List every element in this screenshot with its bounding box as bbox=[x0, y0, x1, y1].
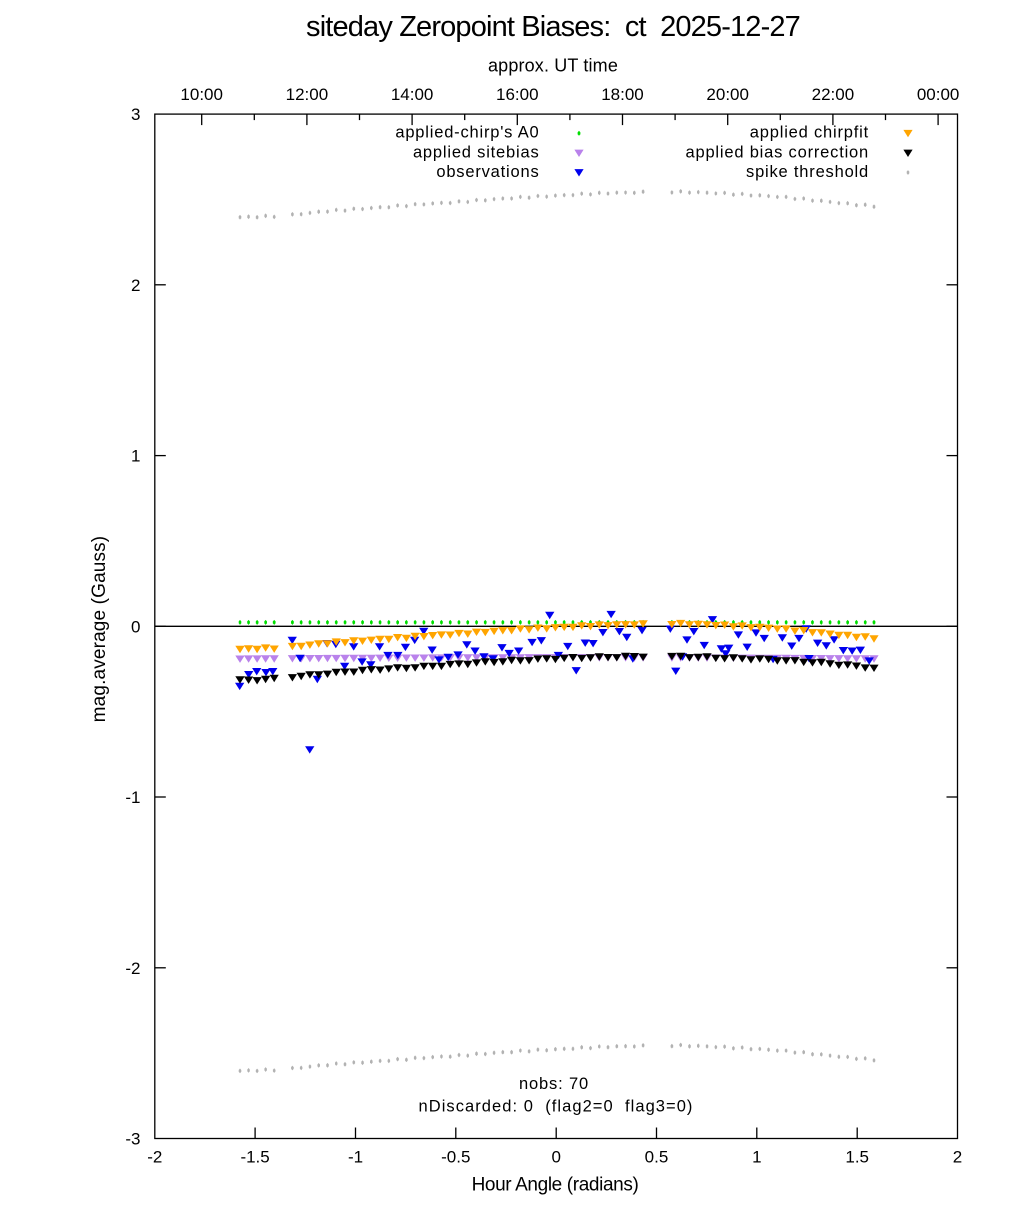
svg-text:1.5: 1.5 bbox=[845, 1148, 869, 1167]
svg-text:0: 0 bbox=[551, 1148, 560, 1167]
svg-text:16:00: 16:00 bbox=[496, 85, 539, 104]
svg-text:observations: observations bbox=[436, 163, 539, 181]
svg-text:20:00: 20:00 bbox=[706, 85, 749, 104]
svg-text:applied sitebias: applied sitebias bbox=[413, 143, 540, 161]
svg-text:2: 2 bbox=[131, 276, 140, 295]
svg-text:approx. UT time: approx. UT time bbox=[488, 56, 618, 76]
svg-text:3: 3 bbox=[131, 105, 140, 124]
svg-text:-2: -2 bbox=[125, 959, 140, 978]
svg-text:-1: -1 bbox=[125, 788, 140, 807]
svg-text:nDiscarded: 0 (flag2=0 flag3: nDiscarded: 0 (flag2=0 flag3=0) bbox=[419, 1098, 694, 1116]
svg-text:applied chirpfit: applied chirpfit bbox=[750, 124, 869, 142]
svg-text:0.5: 0.5 bbox=[645, 1148, 669, 1167]
svg-text:14:00: 14:00 bbox=[391, 85, 434, 104]
svg-text:-0.5: -0.5 bbox=[441, 1148, 470, 1167]
svg-text:0: 0 bbox=[131, 617, 140, 636]
svg-text:2: 2 bbox=[953, 1148, 962, 1167]
svg-text:mag.average (Gauss): mag.average (Gauss) bbox=[89, 536, 110, 723]
svg-text:spike threshold: spike threshold bbox=[746, 163, 869, 181]
svg-text:nobs: 70: nobs: 70 bbox=[519, 1075, 589, 1093]
svg-text:-3: -3 bbox=[125, 1130, 140, 1149]
svg-text:10:00: 10:00 bbox=[180, 85, 223, 104]
svg-text:18:00: 18:00 bbox=[601, 85, 644, 104]
svg-text:siteday Zeropoint Biases: ct: siteday Zeropoint Biases: ct 2025-12-27 bbox=[306, 11, 800, 43]
svg-text:Hour Angle (radians): Hour Angle (radians) bbox=[472, 1175, 639, 1196]
svg-text:applied-chirp's A0: applied-chirp's A0 bbox=[395, 124, 539, 142]
svg-text:12:00: 12:00 bbox=[286, 85, 329, 104]
svg-text:1: 1 bbox=[131, 447, 140, 466]
svg-text:-2: -2 bbox=[147, 1148, 162, 1167]
svg-text:-1.5: -1.5 bbox=[240, 1148, 269, 1167]
svg-text:00:00: 00:00 bbox=[917, 85, 960, 104]
svg-text:1: 1 bbox=[752, 1148, 761, 1167]
svg-text:applied bias correction: applied bias correction bbox=[686, 143, 870, 161]
svg-text:-1: -1 bbox=[348, 1148, 363, 1167]
svg-text:22:00: 22:00 bbox=[812, 85, 855, 104]
